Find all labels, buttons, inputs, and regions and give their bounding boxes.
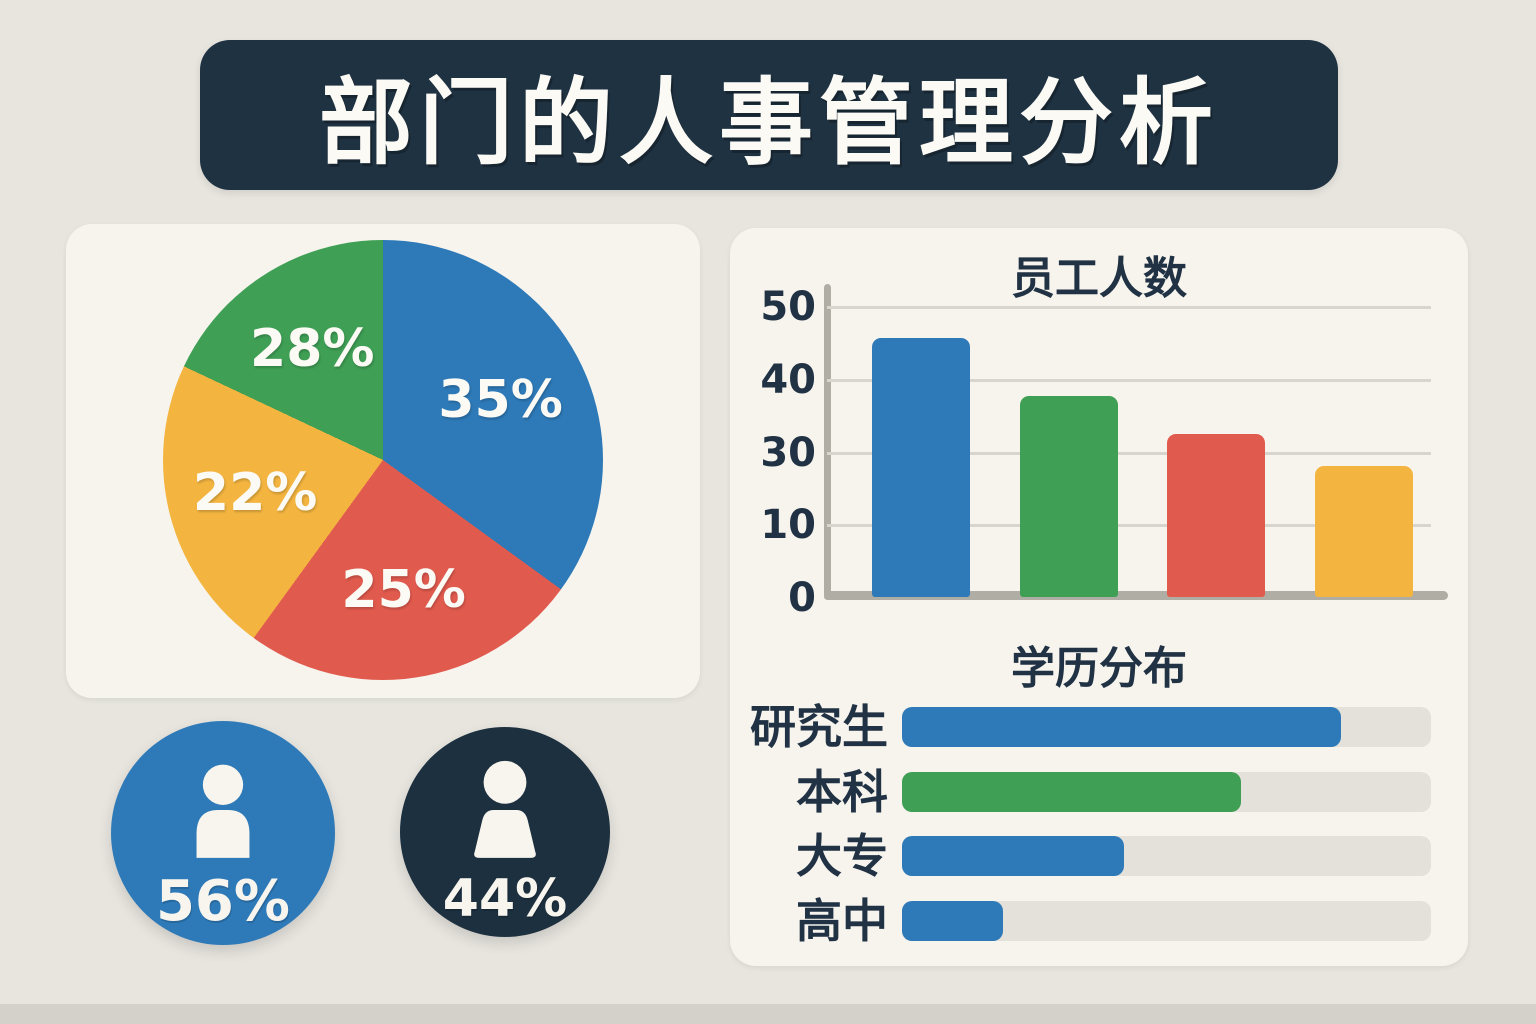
charts-card: 员工人数 学历分布 50 40 30 10 0 研究生本科大专高中 bbox=[730, 228, 1468, 966]
gridline bbox=[827, 524, 1431, 527]
hbar-track bbox=[902, 707, 1431, 747]
person-ratio-circle-blue: 56% bbox=[111, 721, 335, 945]
pie-chart: 35% 25% 22% 28% bbox=[163, 240, 603, 680]
y-axis-line bbox=[824, 284, 831, 600]
pie-slice-label: 25% bbox=[341, 560, 466, 621]
hbar-chart-title: 学历分布 bbox=[1011, 643, 1187, 694]
pie-slice-label: 35% bbox=[438, 370, 563, 431]
bar bbox=[1019, 396, 1118, 597]
pie-chart-card: 35% 25% 22% 28% bbox=[66, 224, 700, 698]
hbar-row-label: 大专 bbox=[796, 829, 888, 884]
hbar-row-label: 本科 bbox=[796, 764, 888, 819]
y-tick-label: 0 bbox=[788, 575, 816, 621]
y-tick-label: 40 bbox=[760, 357, 816, 403]
hbar-fill bbox=[902, 901, 1003, 942]
bar bbox=[872, 338, 970, 597]
bar bbox=[1314, 466, 1413, 597]
hbar-track bbox=[902, 771, 1431, 812]
page-title: 部门的人事管理分析 bbox=[318, 69, 1219, 178]
person-icon bbox=[196, 764, 250, 858]
title-banner: 部门的人事管理分析 bbox=[200, 40, 1338, 190]
ratio-value: 56% bbox=[155, 869, 291, 934]
y-tick-label: 10 bbox=[760, 502, 816, 548]
hbar-fill bbox=[902, 836, 1125, 877]
x-axis-line bbox=[824, 591, 1448, 600]
hbar-fill bbox=[902, 771, 1241, 812]
bar-chart-plot bbox=[827, 306, 1431, 597]
bar-chart-title: 员工人数 bbox=[1011, 253, 1187, 304]
bottom-shade bbox=[0, 1004, 1536, 1024]
hbar-row-label: 高中 bbox=[796, 894, 888, 949]
hbar-row-label: 研究生 bbox=[750, 700, 888, 754]
pie-slice-label: 28% bbox=[250, 318, 375, 379]
y-tick-label: 30 bbox=[760, 430, 816, 476]
person-ratio-circle-navy: 44% bbox=[400, 727, 610, 937]
pie-slice-label: 22% bbox=[192, 462, 318, 523]
ratio-value: 44% bbox=[442, 869, 568, 929]
hbar-track bbox=[902, 901, 1431, 942]
gridline bbox=[827, 452, 1431, 455]
bar bbox=[1167, 434, 1265, 597]
gridline bbox=[827, 379, 1431, 382]
hbar-track bbox=[902, 836, 1431, 877]
hbar-fill bbox=[902, 707, 1342, 747]
gridline bbox=[827, 306, 1431, 309]
person-icon bbox=[474, 760, 536, 858]
y-tick-label: 50 bbox=[760, 284, 816, 330]
